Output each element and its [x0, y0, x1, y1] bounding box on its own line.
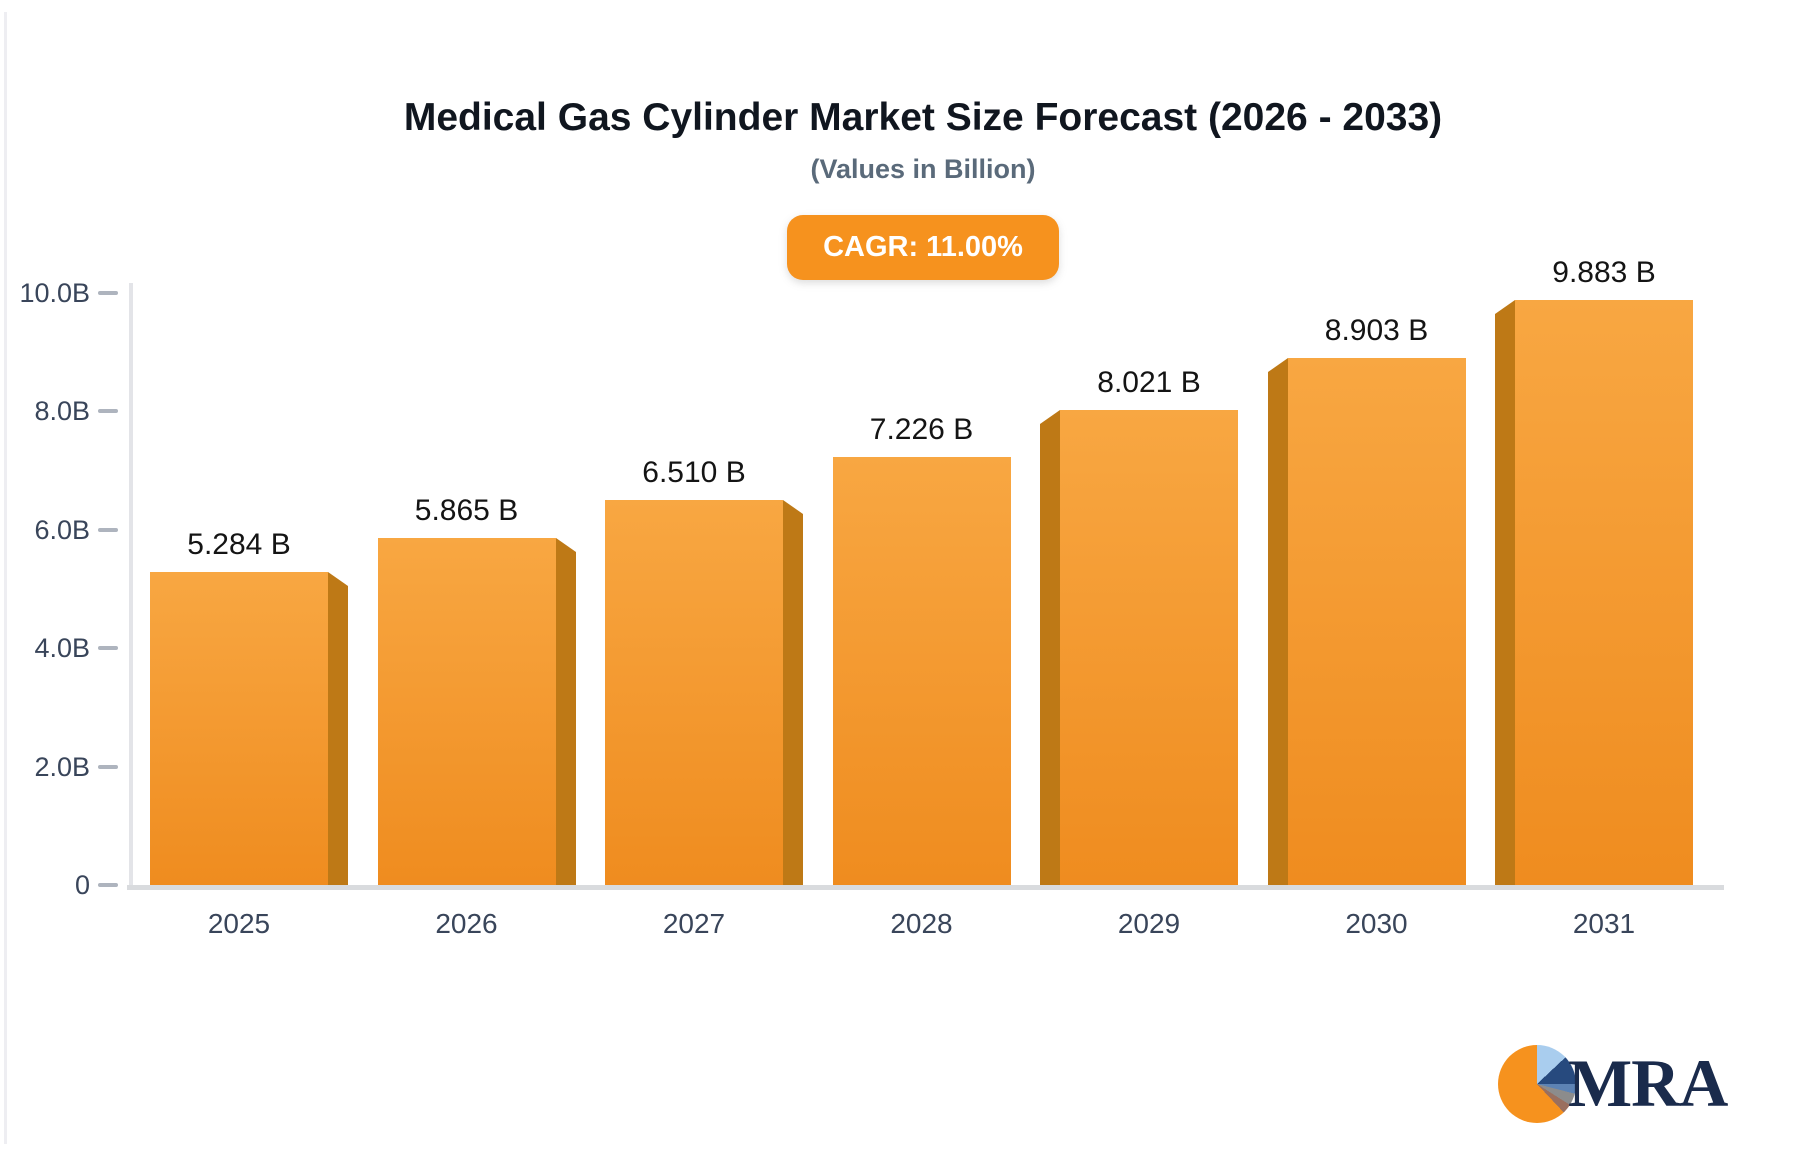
- bar-side-face: [783, 500, 803, 885]
- cagr-badge-row: CAGR: 11.00%: [46, 215, 1800, 280]
- bar-value-label: 5.284 B: [187, 528, 291, 561]
- bar-2030: [1267, 358, 1466, 885]
- x-tick-label: 2027: [662, 908, 726, 939]
- bar-value-label: 8.903 B: [1324, 314, 1429, 347]
- y-tick-mark: [98, 291, 118, 295]
- y-tick-mark: [98, 883, 118, 887]
- bar-value-label: 9.883 B: [1552, 256, 1656, 289]
- x-tick-label: 2028: [890, 908, 953, 939]
- y-tick-label: 10.0B: [19, 278, 90, 308]
- bar-2025: [150, 572, 348, 885]
- bar-value-label: 6.510 B: [642, 456, 746, 489]
- mra-logo: MRA: [1498, 1044, 1728, 1123]
- y-tick-mark: [98, 646, 118, 651]
- bar-2027: [605, 500, 803, 885]
- bar-side-face: [328, 572, 348, 885]
- bar-2031: [1495, 300, 1693, 885]
- x-tick-label: 2026: [435, 908, 498, 939]
- bar-2026: [377, 538, 576, 885]
- y-tick-label: 0: [74, 870, 90, 900]
- bar-2029: [1040, 410, 1238, 885]
- y-tick-label: 2.0B: [34, 751, 90, 782]
- mra-logo-text: MRA: [1568, 1045, 1728, 1121]
- bar-2028: [832, 457, 1011, 885]
- x-axis-line: [127, 885, 1724, 890]
- bar-side-face: [555, 538, 576, 885]
- cagr-badge: CAGR: 11.00%: [787, 215, 1059, 280]
- y-tick-label: 8.0B: [34, 396, 90, 427]
- bar-side-face: [1040, 410, 1060, 885]
- x-tick-label: 2025: [207, 908, 271, 939]
- chart-title: Medical Gas Cylinder Market Size Forecas…: [403, 96, 1443, 139]
- y-tick-mark: [98, 409, 118, 414]
- bar-side-face: [1267, 358, 1288, 885]
- chart-subtitle: (Values in Billion): [810, 154, 1036, 184]
- y-tick-label: 6.0B: [34, 514, 90, 545]
- bar-side-face: [1495, 300, 1515, 885]
- x-tick-label: 2030: [1345, 908, 1408, 939]
- y-axis-line: [129, 283, 133, 890]
- mra-logo-pie-icon: [1498, 1044, 1576, 1123]
- y-tick-mark: [98, 527, 118, 532]
- chart-header: Medical Gas Cylinder Market Size Forecas…: [46, 0, 1800, 280]
- bar-value-label: 5.865 B: [414, 494, 519, 527]
- y-tick-label: 4.0B: [34, 633, 90, 664]
- page-edge-line: [4, 12, 7, 1144]
- x-tick-label: 2029: [1117, 908, 1181, 939]
- y-tick-mark: [98, 764, 118, 769]
- bar-value-label: 7.226 B: [869, 413, 974, 446]
- x-tick-label: 2031: [1572, 908, 1636, 939]
- bar-value-label: 8.021 B: [1097, 366, 1201, 399]
